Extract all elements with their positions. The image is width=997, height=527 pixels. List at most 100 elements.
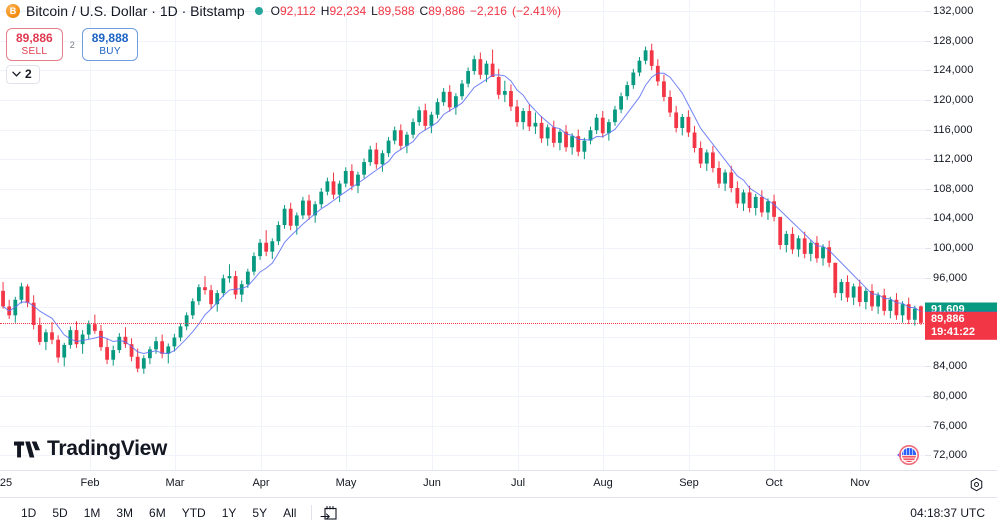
candlestick-series <box>1 43 923 374</box>
grid-line <box>0 11 924 13</box>
price-tick-label: 132,000 <box>925 5 973 17</box>
price-tick-label: 116,000 <box>925 124 973 136</box>
timeframe-all[interactable]: All <box>283 505 297 520</box>
axis-settings-icon[interactable] <box>969 477 984 492</box>
price-tick-label: 96,000 <box>925 272 967 284</box>
change-value: −2,216 <box>469 4 507 18</box>
grid-line <box>0 188 924 190</box>
clock-label: 04:18:37 UTC <box>910 506 985 520</box>
timeframe-1d[interactable]: 1D <box>21 505 37 520</box>
buy-label: BUY <box>99 45 121 57</box>
grid-line <box>0 277 924 279</box>
quantity-value: 2 <box>25 67 32 81</box>
trade-widget[interactable]: 89,886 SELL 2 89,888 BUY <box>6 28 139 62</box>
time-tick-label: Jun <box>423 477 441 489</box>
time-tick-label: Aug <box>593 477 613 489</box>
chart-grid <box>0 0 924 470</box>
price-tick-label: 112,000 <box>925 153 973 165</box>
grid-line <box>689 0 690 470</box>
grid-line <box>0 129 924 131</box>
low-label: L <box>371 4 378 18</box>
sell-price: 89,886 <box>16 31 53 45</box>
grid-line <box>175 0 176 470</box>
open-value: 92,112 <box>279 4 316 18</box>
price-tick-label: 108,000 <box>925 183 973 195</box>
buy-price: 89,888 <box>91 31 129 45</box>
grid-line <box>0 366 924 368</box>
countdown-text: 19:41:22 <box>931 325 976 338</box>
grid-line <box>774 0 775 470</box>
high-label: H <box>320 4 330 18</box>
close-value: 89,886 <box>428 4 465 18</box>
timeframe-ytd[interactable]: YTD <box>181 505 206 520</box>
grid-line <box>0 159 924 161</box>
series-color-dot <box>254 7 263 15</box>
time-axis[interactable]: 25 Feb Mar Apr May Jun Jul Aug Sep Oct Nov <box>0 470 997 497</box>
grid-line <box>261 0 262 470</box>
change-percent: (−2.41%) <box>511 4 561 18</box>
chevron-down-icon <box>12 71 21 77</box>
timeframe-1y[interactable]: 1Y <box>221 505 237 520</box>
price-tick-label: 100,000 <box>925 242 973 254</box>
grid-line <box>860 0 861 470</box>
price-axis[interactable]: 132,000 128,000 124,000 120,000 116,000 112,0… <box>924 0 997 470</box>
price-tick-label: 124,000 <box>925 64 973 76</box>
price-text: 89,886 <box>931 312 965 325</box>
goto-date-icon[interactable] <box>320 505 338 521</box>
sell-label: SELL <box>21 45 48 57</box>
toolbar-divider <box>311 505 313 520</box>
time-tick-label: Oct <box>765 477 783 489</box>
symbol-title[interactable]: Bitcoin / U.S. Dollar · 1D · Bitstamp <box>26 3 245 19</box>
last-price-label[interactable]: 89,886 19:41:22 <box>925 311 997 340</box>
time-tick-label: Nov <box>850 477 870 489</box>
chart-plot-area[interactable]: TradingView <box>0 0 924 470</box>
bitcoin-icon: B <box>6 4 20 18</box>
timeframe-5d[interactable]: 5D <box>52 505 68 520</box>
time-tick-label: Feb <box>80 477 100 489</box>
grid-line <box>0 99 924 101</box>
timeframe-5y[interactable]: 5Y <box>252 505 268 520</box>
price-tick-label: 72,000 <box>925 449 967 461</box>
grid-line <box>0 425 924 427</box>
price-tick-label: 128,000 <box>925 35 973 47</box>
grid-line <box>0 218 924 220</box>
timeframe-1m[interactable]: 1M <box>83 505 101 520</box>
time-tick-label: Sep <box>679 477 699 489</box>
sell-button[interactable]: 89,886 SELL <box>6 28 63 62</box>
grid-line <box>0 247 924 249</box>
grid-line <box>432 0 433 470</box>
ohlc-values: O92,112 H92,234 L89,588 C89,886 −2,216 (−2.41… <box>271 4 561 18</box>
last-price-line <box>0 322 924 324</box>
grid-line <box>90 0 91 470</box>
grid-line <box>603 0 604 470</box>
grid-line <box>346 0 347 470</box>
time-tick-label: Mar <box>165 477 185 489</box>
high-value: 92,234 <box>329 4 367 18</box>
grid-line <box>0 395 924 397</box>
low-value: 89,588 <box>377 4 415 18</box>
grid-line <box>518 0 519 470</box>
chart-legend[interactable]: B Bitcoin / U.S. Dollar · 1D · Bitstamp … <box>6 3 561 19</box>
time-tick-label: Jul <box>510 477 526 489</box>
price-tick-label: 80,000 <box>925 390 967 402</box>
grid-line <box>0 70 924 72</box>
tradingview-logo-text: TradingView <box>47 437 168 460</box>
time-tick-label: May <box>335 477 357 489</box>
grid-line <box>0 307 924 309</box>
quantity-selector[interactable]: 2 <box>6 65 40 84</box>
open-label: O <box>270 4 280 18</box>
buy-button[interactable]: 89,888 BUY <box>81 28 139 62</box>
time-tick-label: Apr <box>252 477 270 489</box>
economic-event-flag-icon[interactable] <box>893 441 921 469</box>
price-tick-label: 84,000 <box>925 360 967 372</box>
timeframe-6m[interactable]: 6M <box>149 505 166 520</box>
time-tick-label: 25 <box>0 477 13 489</box>
bottom-toolbar[interactable]: 1D 5D 1M 3M 6M YTD 1Y 5Y All 04:18:37 UTC <box>0 497 997 527</box>
grid-line <box>0 40 924 42</box>
price-tick-label: 76,000 <box>925 420 967 432</box>
timeframe-3m[interactable]: 3M <box>116 505 134 520</box>
price-tick-label: 104,000 <box>925 212 973 224</box>
price-tick-label: 120,000 <box>925 94 973 106</box>
grid-line <box>0 455 924 457</box>
